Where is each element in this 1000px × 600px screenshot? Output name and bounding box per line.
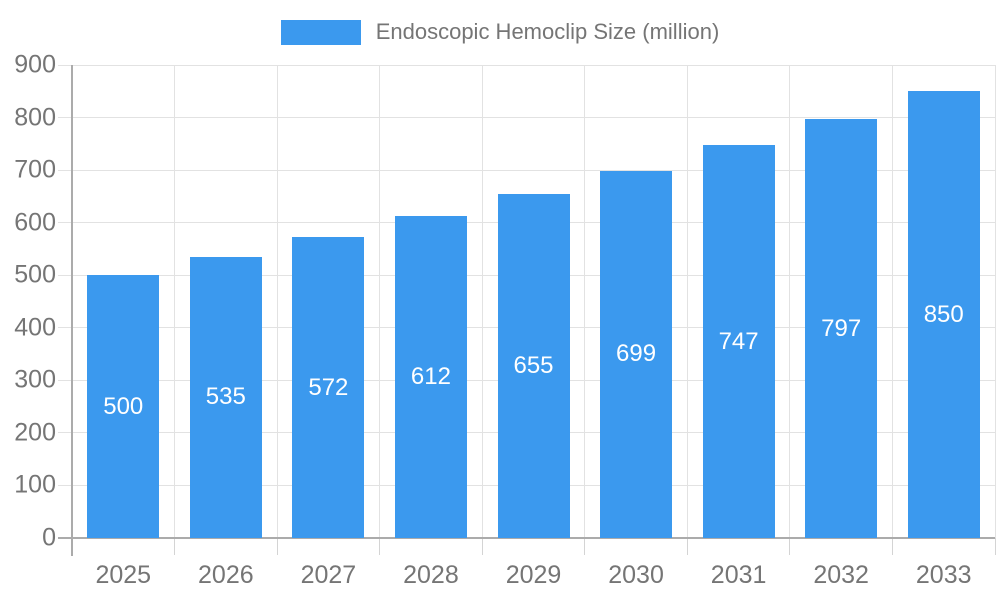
y-axis-label: 400: [14, 313, 56, 342]
x-gridline: [379, 65, 381, 538]
legend-swatch: [280, 19, 361, 45]
plot-area: 0 100 200 300 400 500 600 700 800 900 500 2025 535 20…: [14, 51, 996, 589]
x-gridline: [686, 65, 688, 538]
x-gridline: [994, 65, 996, 538]
x-axis-label: 2026: [198, 561, 254, 589]
bar: 655: [497, 193, 570, 538]
y-axis-label: 100: [14, 470, 56, 499]
x-axis-label: 2031: [710, 561, 767, 589]
x-axis-line: [58, 537, 995, 539]
x-axis-tick: [891, 538, 893, 555]
bar: 535: [189, 256, 262, 538]
y-axis-label: 800: [14, 103, 56, 132]
bar-value-label: 797: [821, 314, 862, 342]
x-axis-tick: [789, 538, 791, 555]
y-axis-label: 300: [14, 365, 56, 394]
y-axis-label: 0: [42, 523, 56, 552]
x-gridline: [891, 65, 893, 538]
x-gridline: [276, 65, 278, 538]
legend: Endoscopic Hemoclip Size (million): [0, 19, 1000, 45]
bar: 747: [702, 145, 775, 538]
y-axis-label: 200: [14, 418, 56, 447]
y-axis-label: 700: [14, 155, 56, 184]
y-axis-line: [71, 65, 73, 556]
x-gridline: [481, 65, 483, 538]
y-gridline: [58, 169, 995, 171]
y-axis-label: 900: [14, 50, 56, 79]
x-axis-label: 2028: [403, 561, 459, 589]
y-gridline: [58, 64, 995, 66]
bar: 572: [292, 237, 365, 538]
x-axis-label: 2025: [95, 561, 152, 589]
legend-label: Endoscopic Hemoclip Size (million): [375, 19, 720, 44]
x-axis-tick: [379, 538, 381, 555]
bar-value-label: 612: [410, 363, 451, 391]
x-axis-tick: [276, 538, 278, 555]
x-axis-tick: [994, 538, 996, 555]
bar: 850: [907, 91, 980, 538]
x-axis-label: 2029: [505, 561, 562, 589]
x-axis-tick: [481, 538, 483, 555]
bar: 699: [600, 170, 673, 538]
x-gridline: [584, 65, 586, 538]
y-axis-label: 500: [14, 260, 56, 289]
x-axis-tick: [686, 538, 688, 555]
bar: 797: [805, 119, 878, 538]
bar-value-label: 699: [616, 340, 657, 368]
x-gridline: [789, 65, 791, 538]
bar-value-label: 535: [205, 383, 246, 411]
bar: 500: [87, 275, 160, 538]
bar-value-label: 572: [308, 373, 349, 401]
y-axis-label: 600: [14, 208, 56, 237]
x-axis-label: 2032: [813, 561, 869, 589]
bar-value-label: 850: [923, 300, 964, 328]
x-axis-label: 2030: [608, 561, 664, 589]
x-axis-label: 2027: [300, 561, 357, 589]
y-gridline: [58, 117, 995, 119]
bar-value-label: 655: [513, 351, 554, 379]
x-gridline: [174, 65, 176, 538]
bar: 612: [394, 216, 467, 538]
bar-value-label: 500: [103, 392, 144, 420]
bar-value-label: 747: [718, 327, 759, 355]
x-axis-label: 2033: [915, 561, 972, 589]
x-axis-tick: [174, 538, 176, 555]
x-axis-tick: [584, 538, 586, 555]
